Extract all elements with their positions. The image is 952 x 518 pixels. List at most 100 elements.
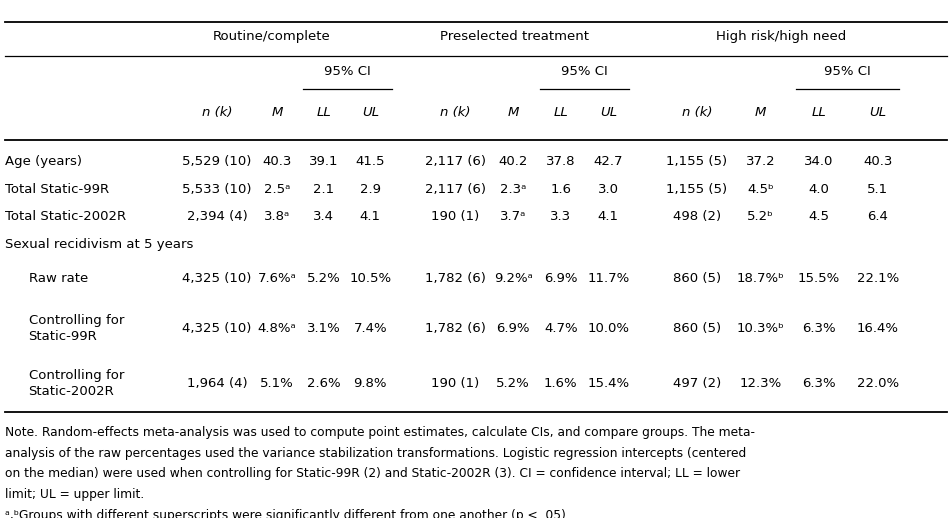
Text: 2.6%: 2.6%	[307, 377, 341, 390]
Text: 1,782 (6): 1,782 (6)	[425, 272, 486, 285]
Text: 95% CI: 95% CI	[561, 65, 608, 78]
Text: 40.3: 40.3	[863, 155, 892, 168]
Text: 3.7ᵃ: 3.7ᵃ	[500, 210, 526, 223]
Text: 2.9: 2.9	[360, 182, 381, 196]
Text: analysis of the raw percentages used the variance stabilization transformations.: analysis of the raw percentages used the…	[5, 447, 746, 459]
Text: 190 (1): 190 (1)	[431, 377, 479, 390]
Text: 860 (5): 860 (5)	[673, 272, 721, 285]
Text: 40.3: 40.3	[263, 155, 291, 168]
Text: 2,394 (4): 2,394 (4)	[187, 210, 248, 223]
Text: 22.0%: 22.0%	[857, 377, 899, 390]
Text: 40.2: 40.2	[499, 155, 527, 168]
Text: Note. Random-effects meta-analysis was used to compute point estimates, calculat: Note. Random-effects meta-analysis was u…	[5, 426, 755, 439]
Text: Raw rate: Raw rate	[29, 272, 88, 285]
Text: Controlling for
Static-2002R: Controlling for Static-2002R	[29, 369, 124, 398]
Text: 15.5%: 15.5%	[798, 272, 840, 285]
Text: 1,964 (4): 1,964 (4)	[187, 377, 248, 390]
Text: 2,117 (6): 2,117 (6)	[425, 182, 486, 196]
Text: 4.5: 4.5	[808, 210, 829, 223]
Text: UL: UL	[600, 106, 617, 120]
Text: Total Static-99R: Total Static-99R	[5, 182, 109, 196]
Text: on the median) were used when controlling for Static-99R (2) and Static-2002R (3: on the median) were used when controllin…	[5, 467, 740, 480]
Text: 15.4%: 15.4%	[587, 377, 629, 390]
Text: 4.0: 4.0	[808, 182, 829, 196]
Text: n (k): n (k)	[202, 106, 232, 120]
Text: 1,782 (6): 1,782 (6)	[425, 322, 486, 336]
Text: LL: LL	[553, 106, 568, 120]
Text: 16.4%: 16.4%	[857, 322, 899, 336]
Text: 22.1%: 22.1%	[857, 272, 899, 285]
Text: 860 (5): 860 (5)	[673, 322, 721, 336]
Text: 5.2%: 5.2%	[496, 377, 530, 390]
Text: 6.3%: 6.3%	[802, 377, 836, 390]
Text: 5.2ᵇ: 5.2ᵇ	[747, 210, 774, 223]
Text: M: M	[755, 106, 766, 120]
Text: M: M	[507, 106, 519, 120]
Text: 4.1: 4.1	[360, 210, 381, 223]
Text: 39.1: 39.1	[309, 155, 338, 168]
Text: UL: UL	[869, 106, 886, 120]
Text: Controlling for
Static-99R: Controlling for Static-99R	[29, 314, 124, 343]
Text: 37.2: 37.2	[745, 155, 776, 168]
Text: 41.5: 41.5	[356, 155, 385, 168]
Text: 6.9%: 6.9%	[544, 272, 578, 285]
Text: 3.3: 3.3	[550, 210, 571, 223]
Text: LL: LL	[316, 106, 331, 120]
Text: 1.6%: 1.6%	[544, 377, 578, 390]
Text: High risk/high need: High risk/high need	[716, 30, 845, 43]
Text: 7.4%: 7.4%	[353, 322, 387, 336]
Text: 6.3%: 6.3%	[802, 322, 836, 336]
Text: 2.1: 2.1	[313, 182, 334, 196]
Text: Total Static-2002R: Total Static-2002R	[5, 210, 126, 223]
Text: 1,155 (5): 1,155 (5)	[666, 182, 727, 196]
Text: 497 (2): 497 (2)	[673, 377, 721, 390]
Text: ᵃ,ᵇGroups with different superscripts were significantly different from one anot: ᵃ,ᵇGroups with different superscripts we…	[5, 509, 569, 518]
Text: 190 (1): 190 (1)	[431, 210, 479, 223]
Text: 4.1: 4.1	[598, 210, 619, 223]
Text: M: M	[271, 106, 283, 120]
Text: 34.0: 34.0	[804, 155, 833, 168]
Text: 11.7%: 11.7%	[587, 272, 629, 285]
Text: limit; UL = upper limit.: limit; UL = upper limit.	[5, 488, 144, 501]
Text: 4.8%ᵃ: 4.8%ᵃ	[258, 322, 296, 336]
Text: 4.5ᵇ: 4.5ᵇ	[747, 182, 774, 196]
Text: 3.8ᵃ: 3.8ᵃ	[264, 210, 290, 223]
Text: 5.1: 5.1	[867, 182, 888, 196]
Text: 2,117 (6): 2,117 (6)	[425, 155, 486, 168]
Text: n (k): n (k)	[440, 106, 470, 120]
Text: 5.2%: 5.2%	[307, 272, 341, 285]
Text: 37.8: 37.8	[546, 155, 575, 168]
Text: 95% CI: 95% CI	[324, 65, 371, 78]
Text: 42.7: 42.7	[594, 155, 623, 168]
Text: Sexual recidivism at 5 years: Sexual recidivism at 5 years	[5, 238, 193, 251]
Text: 10.5%: 10.5%	[349, 272, 391, 285]
Text: 7.6%ᵃ: 7.6%ᵃ	[258, 272, 296, 285]
Text: 6.4: 6.4	[867, 210, 888, 223]
Text: 5,533 (10): 5,533 (10)	[182, 182, 252, 196]
Text: 10.3%ᵇ: 10.3%ᵇ	[737, 322, 784, 336]
Text: 3.4: 3.4	[313, 210, 334, 223]
Text: 4.7%: 4.7%	[544, 322, 578, 336]
Text: 1,155 (5): 1,155 (5)	[666, 155, 727, 168]
Text: 12.3%: 12.3%	[740, 377, 782, 390]
Text: 4,325 (10): 4,325 (10)	[183, 272, 251, 285]
Text: 498 (2): 498 (2)	[673, 210, 721, 223]
Text: Routine/complete: Routine/complete	[212, 30, 330, 43]
Text: 5,529 (10): 5,529 (10)	[183, 155, 251, 168]
Text: 3.1%: 3.1%	[307, 322, 341, 336]
Text: Age (years): Age (years)	[5, 155, 82, 168]
Text: 3.0: 3.0	[598, 182, 619, 196]
Text: LL: LL	[811, 106, 826, 120]
Text: 1.6: 1.6	[550, 182, 571, 196]
Text: 9.2%ᵃ: 9.2%ᵃ	[494, 272, 532, 285]
Text: 2.3ᵃ: 2.3ᵃ	[500, 182, 526, 196]
Text: n (k): n (k)	[682, 106, 712, 120]
Text: 95% CI: 95% CI	[823, 65, 871, 78]
Text: UL: UL	[362, 106, 379, 120]
Text: 9.8%: 9.8%	[353, 377, 387, 390]
Text: Preselected treatment: Preselected treatment	[440, 30, 588, 43]
Text: 5.1%: 5.1%	[260, 377, 294, 390]
Text: 18.7%ᵇ: 18.7%ᵇ	[737, 272, 784, 285]
Text: 4,325 (10): 4,325 (10)	[183, 322, 251, 336]
Text: 2.5ᵃ: 2.5ᵃ	[264, 182, 290, 196]
